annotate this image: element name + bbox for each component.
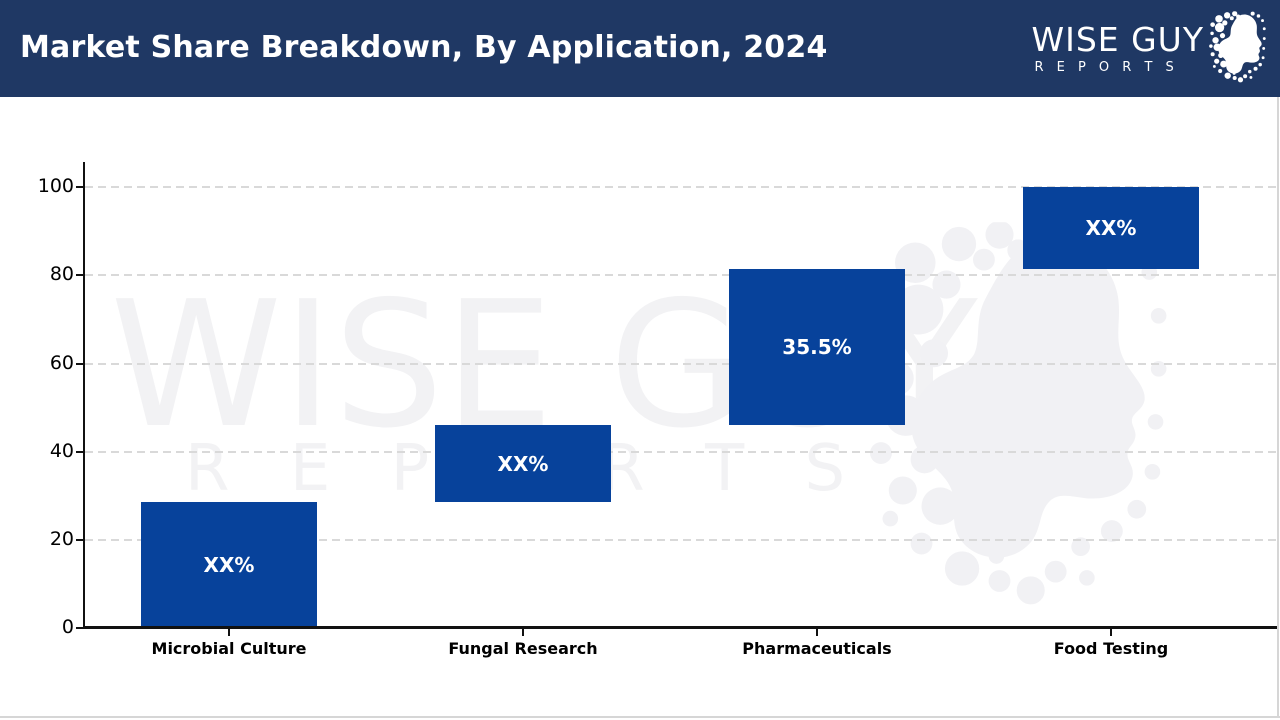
bar: 35.5%	[729, 268, 905, 426]
bar: XX%	[435, 425, 611, 503]
y-tick-mark	[76, 627, 83, 629]
x-tick-mark	[816, 629, 818, 636]
y-tick-mark	[76, 450, 83, 453]
y-tick-label: 100	[37, 175, 74, 198]
y-tick-mark	[76, 538, 83, 541]
gridline	[85, 362, 1278, 365]
gridline	[85, 450, 1278, 453]
logo-reports-text: R E P O R T S	[1034, 60, 1179, 76]
bar-value-label: XX%	[1085, 215, 1137, 240]
gridline	[85, 538, 1278, 541]
x-tick-mark	[1110, 629, 1112, 636]
x-category-label: Pharmaceuticals	[742, 639, 892, 658]
x-category-label: Fungal Research	[448, 639, 598, 658]
x-tick-mark	[228, 629, 230, 636]
wiseguy-logo: WISE GUY R E P O R T S	[1031, 8, 1266, 90]
y-tick-mark	[76, 274, 83, 277]
wiseguy-logo-text: WISE GUY R E P O R T S	[1031, 19, 1204, 76]
right-border-line	[1277, 97, 1279, 718]
wiseguy-face-icon	[1208, 11, 1266, 87]
page-title: Market Share Breakdown, By Application, …	[20, 30, 828, 65]
bar: XX%	[141, 502, 317, 628]
y-tick-mark	[76, 186, 83, 189]
y-tick-label: 60	[49, 351, 74, 374]
bar-value-label: 35.5%	[782, 334, 852, 359]
y-tick-label: 40	[49, 439, 74, 462]
bar: XX%	[1023, 187, 1199, 269]
header-bar: Market Share Breakdown, By Application, …	[0, 0, 1280, 97]
gridline	[85, 186, 1278, 189]
x-tick-mark	[522, 629, 524, 636]
bar-value-label: XX%	[497, 451, 549, 476]
x-category-label: Microbial Culture	[151, 639, 307, 658]
y-tick-label: 0	[61, 616, 74, 638]
y-tick-label: 20	[49, 527, 74, 550]
bottom-border-line	[0, 716, 1280, 718]
gridline	[85, 274, 1278, 277]
y-tick-label: 80	[49, 263, 74, 286]
y-axis-line	[83, 162, 85, 628]
bar-value-label: XX%	[203, 553, 255, 578]
y-tick-mark	[76, 362, 83, 365]
logo-wordmark: WISE GUY	[1031, 19, 1204, 59]
x-category-label: Food Testing	[1053, 639, 1169, 658]
x-axis-line	[83, 626, 1278, 629]
